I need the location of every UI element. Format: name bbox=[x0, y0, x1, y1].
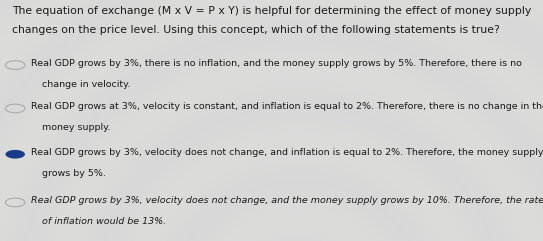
Text: change in velocity.: change in velocity. bbox=[42, 80, 131, 88]
Text: of inflation would be 13%.: of inflation would be 13%. bbox=[42, 217, 167, 226]
Text: Real GDP grows at 3%, velocity is constant, and inflation is equal to 2%. Theref: Real GDP grows at 3%, velocity is consta… bbox=[31, 102, 543, 111]
Text: Real GDP grows by 3%, velocity does not change, and the money supply grows by 10: Real GDP grows by 3%, velocity does not … bbox=[31, 196, 543, 205]
Text: changes on the price level. Using this concept, which of the following statement: changes on the price level. Using this c… bbox=[12, 25, 500, 35]
Circle shape bbox=[5, 150, 25, 159]
Text: money supply.: money supply. bbox=[42, 123, 111, 132]
Text: grows by 5%.: grows by 5%. bbox=[42, 169, 106, 178]
Text: Real GDP grows by 3%, there is no inflation, and the money supply grows by 5%. T: Real GDP grows by 3%, there is no inflat… bbox=[31, 59, 522, 68]
Text: Real GDP grows by 3%, velocity does not change, and inflation is equal to 2%. Th: Real GDP grows by 3%, velocity does not … bbox=[31, 148, 543, 157]
Text: The equation of exchange (M x V = P x Y) is helpful for determining the effect o: The equation of exchange (M x V = P x Y)… bbox=[12, 6, 531, 16]
